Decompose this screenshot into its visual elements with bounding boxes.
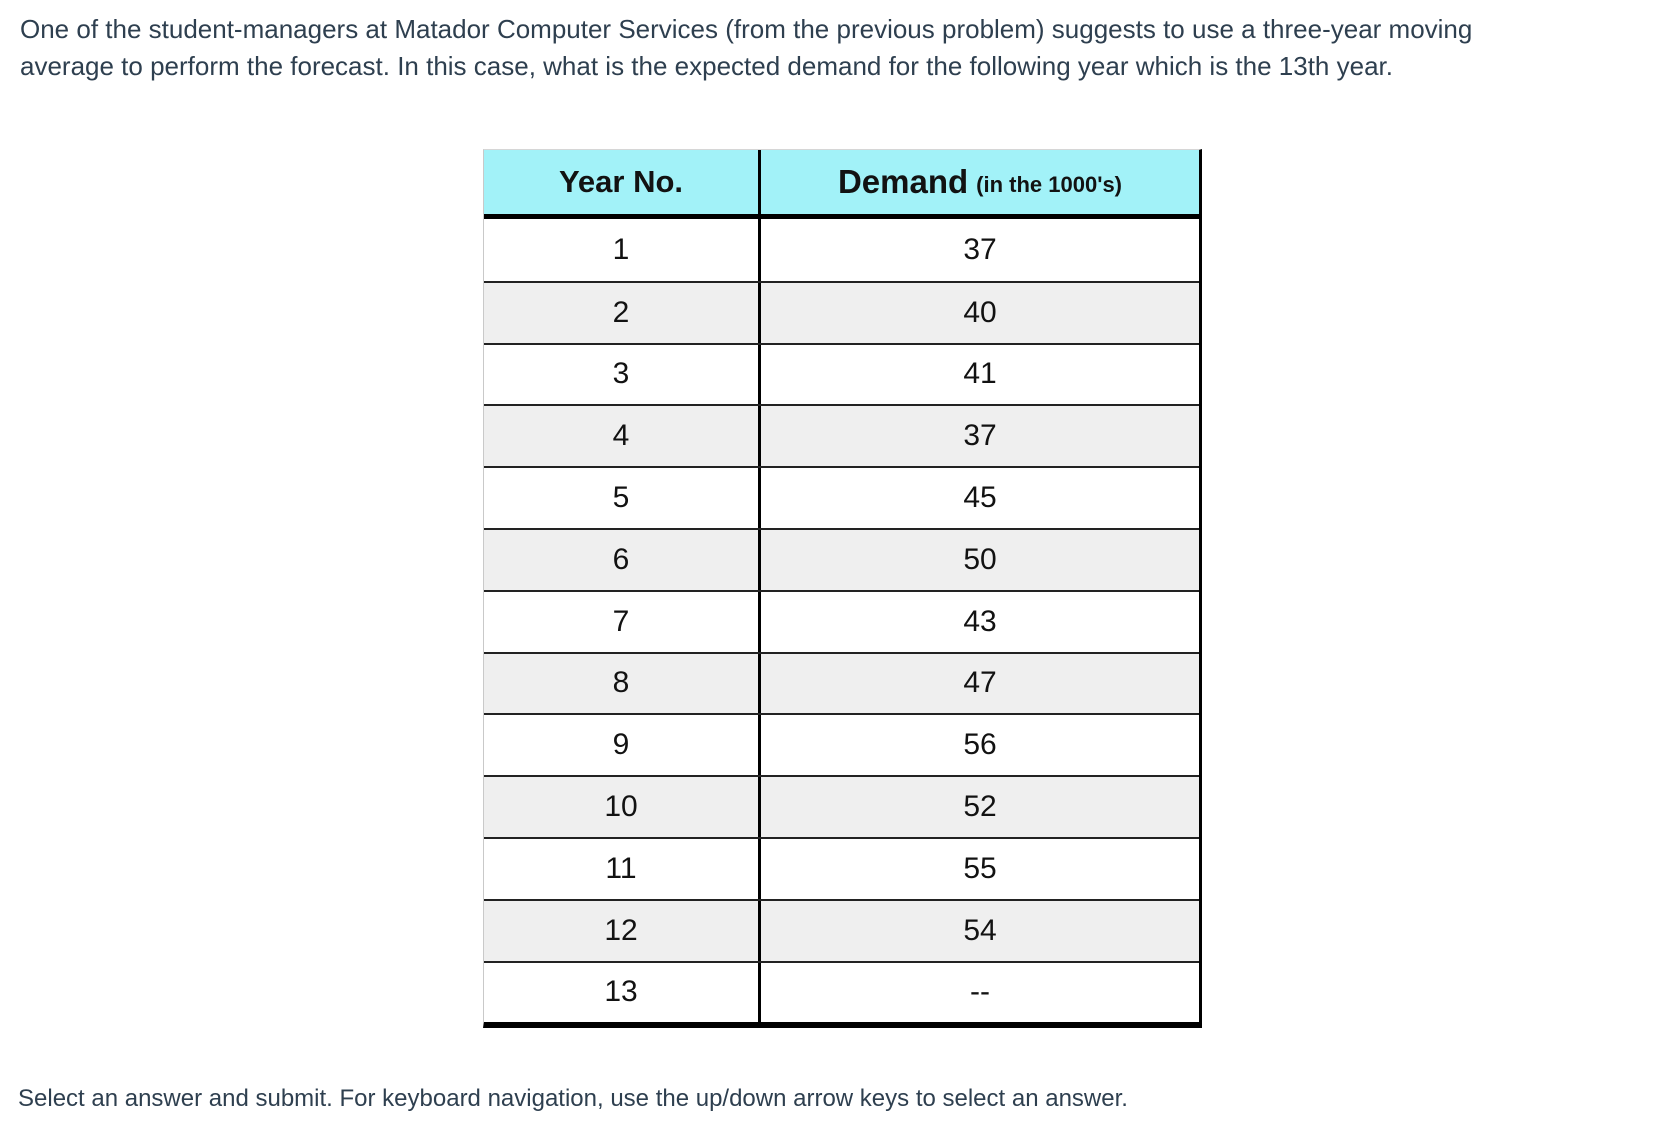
question-line-2: average to perform the forecast. In this… (20, 50, 1393, 81)
table-row: 5 45 (484, 466, 1199, 528)
table-row: 4 37 (484, 404, 1199, 467)
demand-cell: 40 (963, 295, 997, 329)
table-row: 12 54 (484, 898, 1199, 961)
table-body: 1 37 2 40 3 41 4 37 5 45 6 50 7 43 8 4 7 … (484, 219, 1199, 1023)
demand-cell: 37 (963, 232, 997, 266)
year-cell: 8 (484, 653, 761, 714)
year-cell: 4 (484, 406, 761, 467)
table-row: 8 47 (484, 651, 1199, 714)
table-row: 6 50 (484, 527, 1199, 590)
demand-table: Year No. Demand (in the 1000's) 1 37 2 4… (483, 149, 1202, 1029)
table-row: 10 52 (484, 775, 1199, 837)
table-row: 7 43 (484, 589, 1199, 652)
demand-cell: 52 (963, 790, 997, 824)
year-cell: 6 (484, 529, 761, 590)
column-header-demand: Demand (in the 1000's) (761, 150, 1199, 214)
year-cell: 3 (484, 344, 761, 405)
demand-cell: 50 (963, 542, 997, 576)
year-cell: 12 (484, 900, 761, 961)
year-cell: 2 (484, 282, 761, 343)
table-row: 3 41 (484, 342, 1199, 405)
table-header-row: Year No. Demand (in the 1000's) (484, 150, 1199, 219)
table-row: 13 -- (484, 960, 1199, 1023)
demand-cell: 37 (963, 419, 997, 453)
demand-cell: 55 (963, 851, 997, 885)
demand-cell: 56 (963, 728, 997, 762)
table-row: 9 56 (484, 713, 1199, 776)
demand-cell: 43 (963, 604, 997, 638)
demand-cell: 45 (963, 481, 997, 515)
table-row: 11 55 (484, 836, 1199, 899)
demand-header-unit: (in the 1000's) (976, 171, 1123, 197)
demand-cell: 54 (963, 913, 997, 947)
year-cell: 7 (484, 591, 761, 652)
question-text: One of the student-managers at Matador C… (20, 11, 1640, 84)
demand-cell: 47 (963, 666, 997, 700)
keyboard-navigation-instructions: Select an answer and submit. For keyboar… (18, 1085, 1128, 1112)
table-row: 1 37 (484, 219, 1199, 281)
question-line-1: One of the student-managers at Matador C… (20, 14, 1473, 44)
year-cell: 9 (484, 715, 761, 776)
demand-header-label: Demand (837, 163, 969, 200)
year-cell: 5 (484, 468, 761, 528)
year-cell: 11 (484, 838, 761, 899)
year-cell: 13 (484, 962, 761, 1023)
year-cell: 1 (484, 219, 761, 281)
column-header-year: Year No. (484, 150, 761, 214)
year-cell: 10 (484, 777, 761, 837)
table-row: 2 40 (484, 280, 1199, 343)
demand-cell: 41 (963, 357, 997, 391)
demand-cell: -- (970, 975, 990, 1009)
